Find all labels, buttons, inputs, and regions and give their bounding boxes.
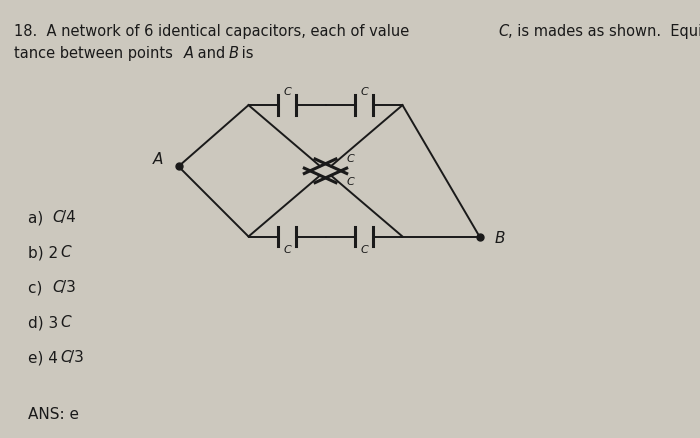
Text: C: C	[347, 154, 355, 164]
Text: C: C	[283, 87, 291, 97]
Text: ANS: e: ANS: e	[28, 407, 79, 422]
Text: /3: /3	[62, 280, 76, 295]
Text: A: A	[153, 152, 163, 167]
Text: d) 3: d) 3	[28, 315, 58, 330]
Text: is: is	[237, 46, 253, 61]
Text: B: B	[495, 231, 505, 246]
Text: C: C	[347, 177, 355, 187]
Text: C: C	[360, 87, 368, 97]
Text: a): a)	[28, 210, 48, 225]
Text: 18.  A network of 6 identical capacitors, each of value: 18. A network of 6 identical capacitors,…	[14, 24, 414, 39]
Text: C: C	[60, 350, 71, 365]
Text: /3: /3	[69, 350, 84, 365]
Text: tance between points: tance between points	[14, 46, 178, 61]
Text: , is mades as shown.  Equivalent capaci-: , is mades as shown. Equivalent capaci-	[508, 24, 700, 39]
Text: C: C	[360, 245, 368, 254]
Text: C: C	[52, 210, 63, 225]
Text: C: C	[283, 245, 291, 254]
Text: C: C	[52, 280, 63, 295]
Text: c): c)	[28, 280, 48, 295]
Text: b) 2: b) 2	[28, 245, 58, 260]
Text: B: B	[229, 46, 239, 61]
Text: C: C	[60, 315, 71, 330]
Text: e) 4: e) 4	[28, 350, 58, 365]
Text: C: C	[498, 24, 509, 39]
Text: A: A	[183, 46, 193, 61]
Text: and: and	[193, 46, 230, 61]
Text: C: C	[60, 245, 71, 260]
Text: /4: /4	[62, 210, 76, 225]
